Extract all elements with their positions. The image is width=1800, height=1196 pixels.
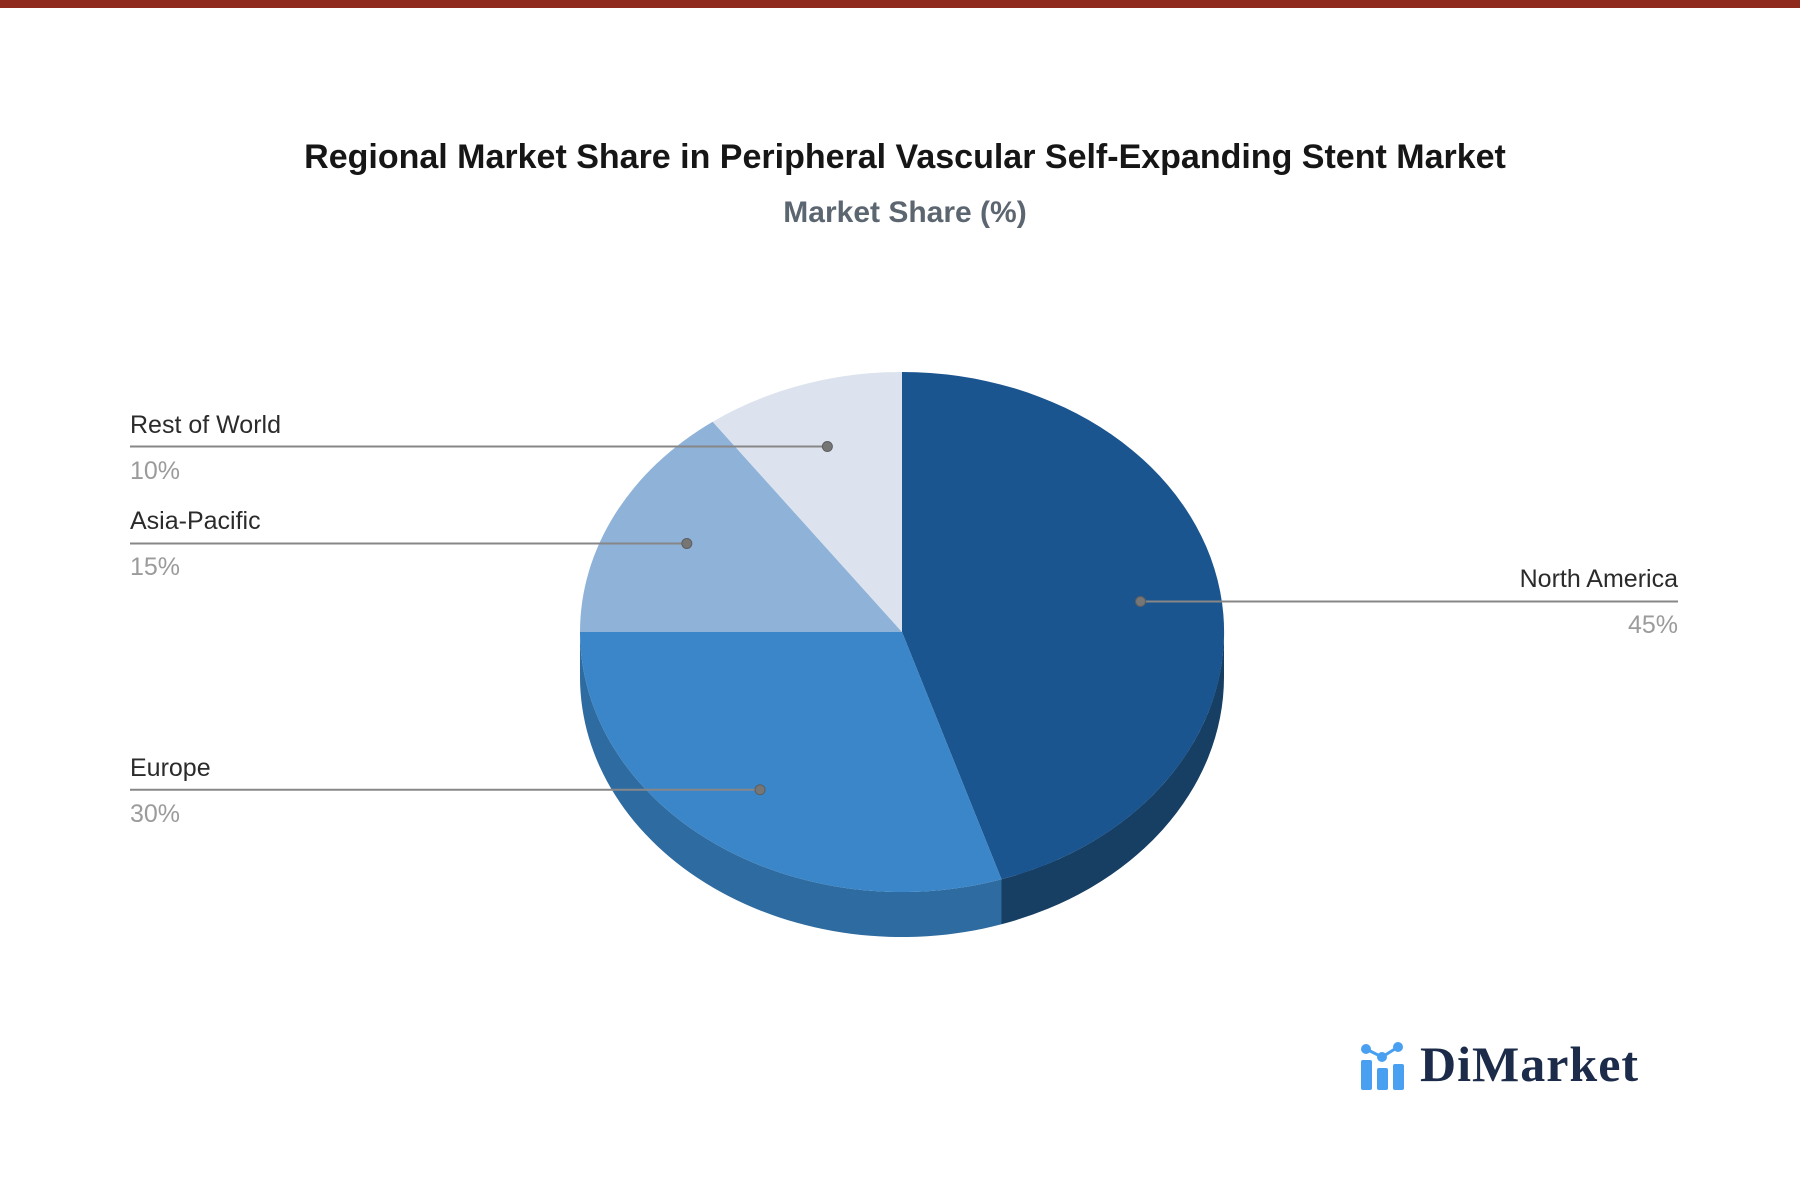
- pie-value-rest-of-world: 10%: [130, 456, 181, 485]
- pie-slice-rest-of-world: [712, 372, 902, 632]
- pie-slice-europe: [580, 632, 1002, 893]
- leader-dot-north-america: [1135, 595, 1147, 607]
- pie-value-europe: 30%: [130, 799, 181, 828]
- pie-slice-side-europe: [580, 632, 1002, 938]
- brand-name: DiMarket: [1420, 1036, 1640, 1092]
- pie-label-asia-pacific: Asia-Pacific: [130, 507, 261, 536]
- chart-title: Regional Market Share in Peripheral Vasc…: [304, 138, 1506, 176]
- chart-subtitle: Market Share (%): [783, 196, 1027, 229]
- brand-logo: DiMarket: [1360, 1036, 1639, 1090]
- pie-slice-side-north-america: [1001, 632, 1224, 925]
- leader-dot-asia-pacific: [681, 537, 693, 549]
- pie-slice-asia-pacific: [580, 421, 902, 632]
- top-accent-bar: [0, 0, 1800, 8]
- pie-label-rest-of-world: Rest of World: [130, 410, 281, 439]
- pie-slice-north-america: [902, 372, 1225, 880]
- pie-value-asia-pacific: 15%: [130, 553, 181, 582]
- pie-label-north-america: North America: [1519, 565, 1678, 594]
- leader-dot-rest-of-world: [821, 441, 833, 453]
- leader-dot-europe: [754, 784, 766, 796]
- bar-chart-icon: [1361, 1042, 1404, 1090]
- pie-value-north-america: 45%: [1627, 611, 1678, 640]
- pie-label-europe: Europe: [130, 753, 211, 782]
